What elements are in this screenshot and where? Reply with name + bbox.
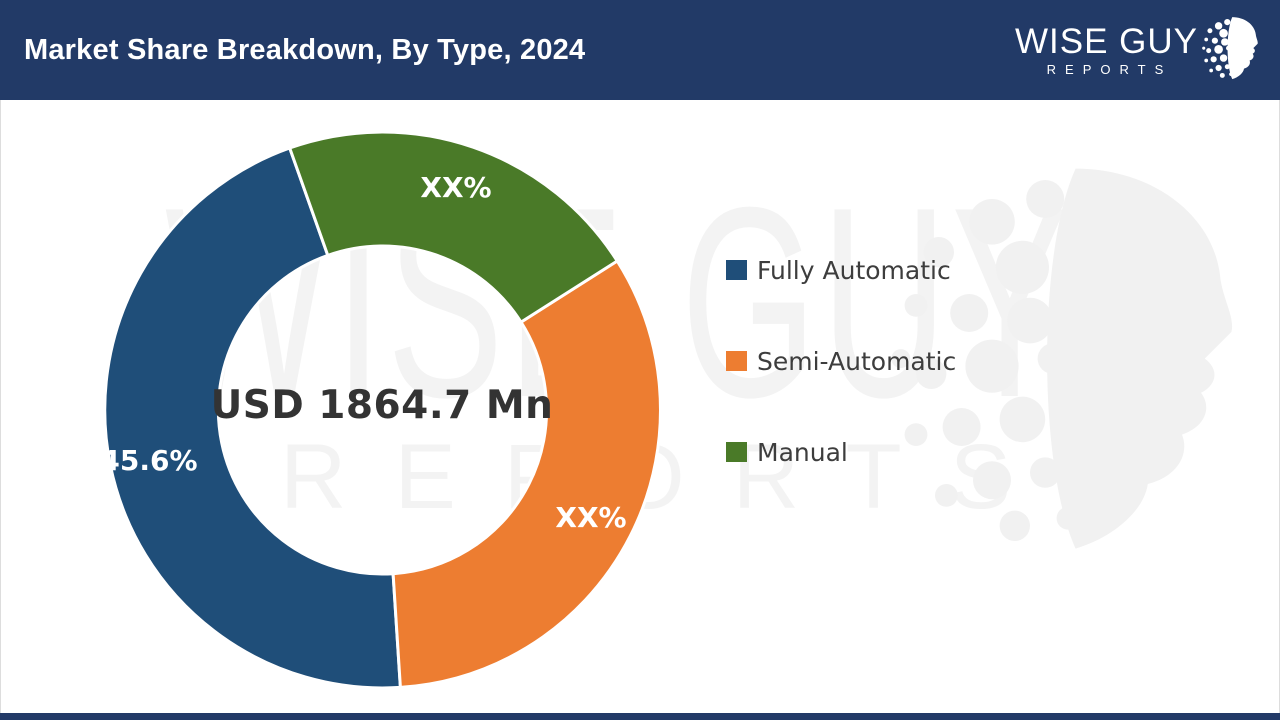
legend-swatch-fully-automatic [726, 260, 747, 280]
header-bar: Market Share Breakdown, By Type, 2024 WI… [0, 0, 1280, 100]
legend-label: Fully Automatic [757, 255, 951, 285]
slice-label-fully-automatic: 45.6% [100, 444, 198, 477]
legend-item-fully-automatic: Fully Automatic [726, 254, 956, 286]
logo-head-icon [1202, 17, 1258, 80]
logo-tagline: REPORTS [1046, 61, 1173, 77]
slice-manual [288, 130, 619, 324]
slice-semi-automatic [391, 259, 662, 689]
chart-legend: Fully Automatic Semi-Automatic Manual [726, 254, 956, 527]
legend-swatch-semi-automatic [726, 351, 747, 371]
legend-label: Semi-Automatic [757, 346, 957, 376]
slice-label-semi-automatic: XX% [555, 501, 627, 534]
logo-name: WISE GUY [1014, 21, 1198, 61]
slice-fully-automatic [103, 146, 402, 690]
legend-item-manual: Manual [726, 436, 956, 468]
logo-text: WISE GUY REPORTS [1014, 21, 1198, 77]
donut-center-value: USD 1864.7 Mn [210, 383, 554, 428]
page-border-left [0, 100, 1, 720]
legend-swatch-manual [726, 442, 747, 462]
legend-item-semi-automatic: Semi-Automatic [726, 345, 956, 377]
page-title: Market Share Breakdown, By Type, 2024 [24, 33, 586, 66]
legend-label: Manual [757, 437, 848, 467]
slice-label-manual: XX% [420, 171, 492, 204]
wise-guy-reports-logo: WISE GUY REPORTS [1015, 8, 1262, 92]
footer-bar [0, 713, 1280, 720]
